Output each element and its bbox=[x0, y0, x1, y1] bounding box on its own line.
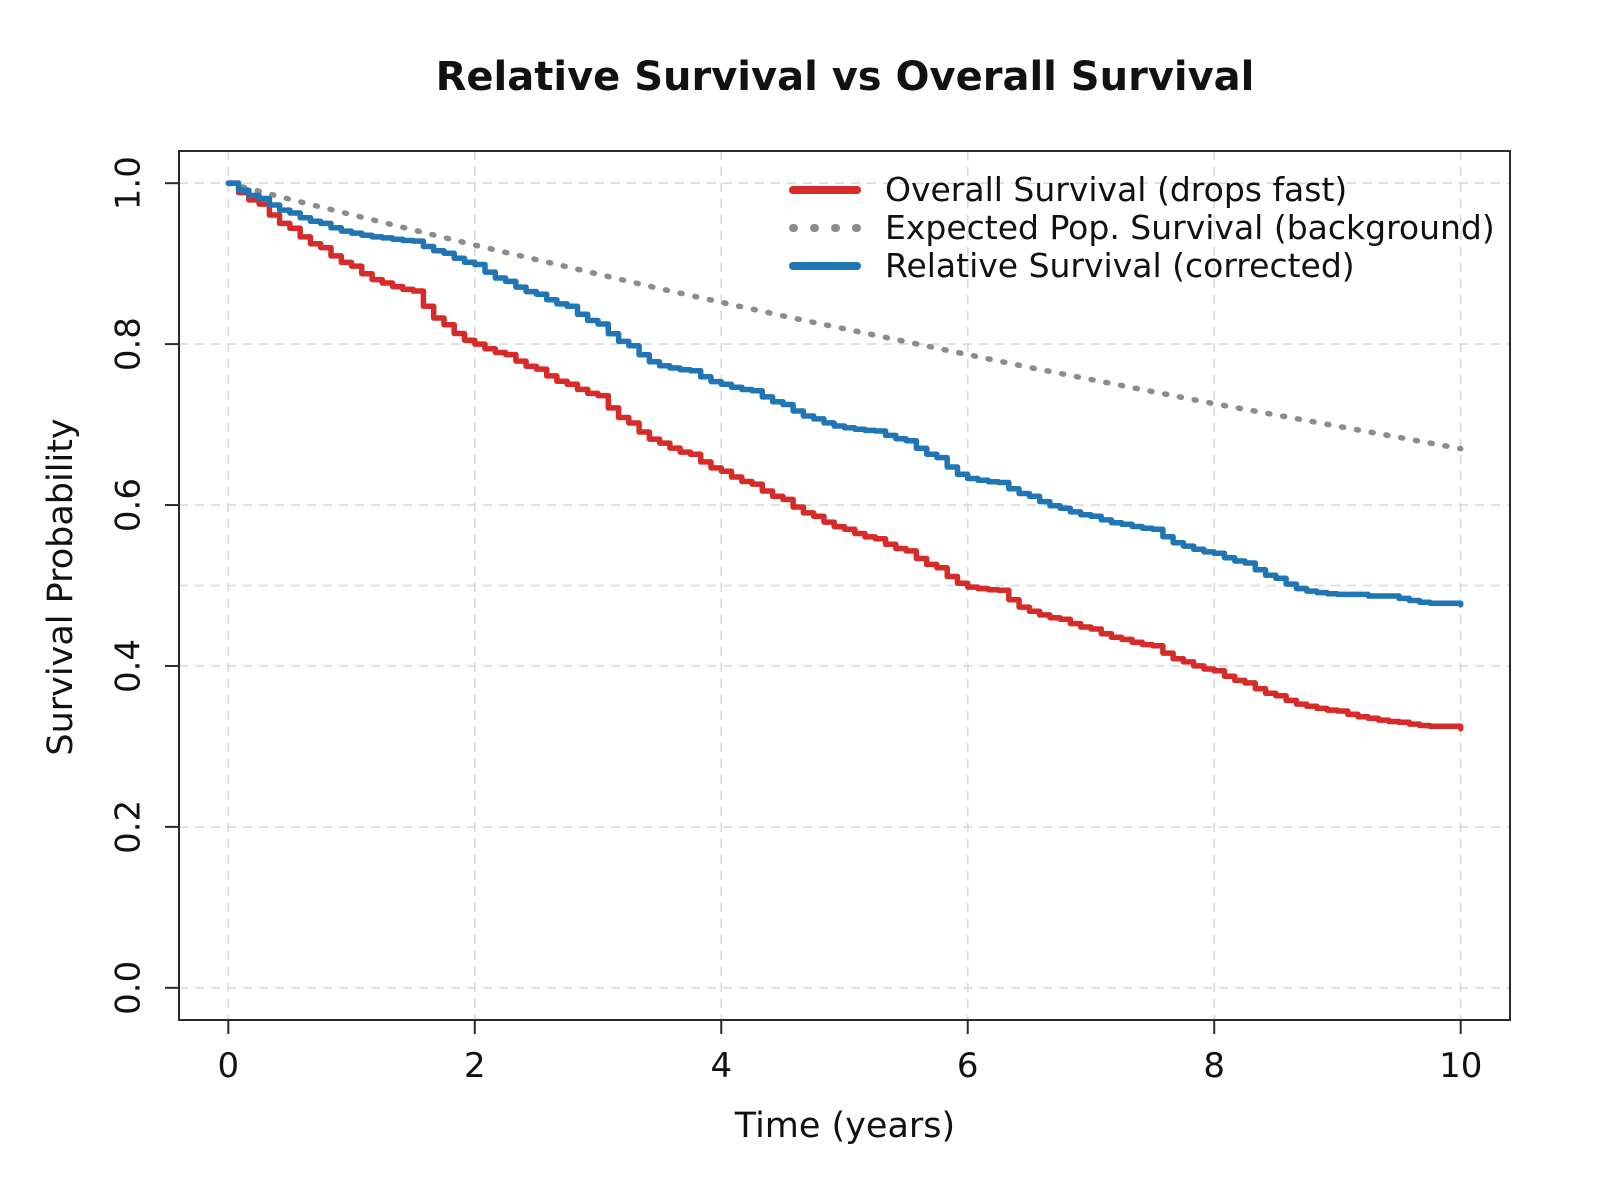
x-tick-label: 6 bbox=[957, 1046, 979, 1086]
x-tick-label: 10 bbox=[1439, 1046, 1482, 1086]
chart-title: Relative Survival vs Overall Survival bbox=[436, 54, 1255, 100]
y-axis-label: Survival Probability bbox=[41, 418, 81, 755]
x-tick-label: 2 bbox=[464, 1046, 486, 1086]
y-tick-label: 1.0 bbox=[109, 156, 149, 210]
x-tick-label: 8 bbox=[1203, 1046, 1225, 1086]
plot-box bbox=[178, 150, 1511, 1021]
relative-survival-corrected-line bbox=[225, 180, 1464, 608]
axis-tick-labels: 0 2 4 6 8 10 0.0 0.2 0.4 0.6 0.8 1.0 bbox=[109, 156, 1483, 1086]
legend-label: Relative Survival (corrected) bbox=[885, 246, 1355, 285]
y-tick-label: 0.6 bbox=[109, 478, 149, 532]
y-tick-label: 0.0 bbox=[109, 961, 149, 1015]
legend-item-expected-pop-survival-background: Expected Pop. Survival (background) bbox=[789, 208, 1495, 247]
expected-pop-survival-background-line bbox=[225, 180, 1464, 452]
legend-item-relative-survival-corrected: Relative Survival (corrected) bbox=[789, 246, 1355, 285]
y-tick-label: 0.4 bbox=[109, 639, 149, 693]
x-axis-label: Time (years) bbox=[734, 1106, 955, 1146]
axis-ticks bbox=[165, 182, 1462, 1034]
overall-survival-drops-fast-line bbox=[225, 180, 1464, 732]
legend-label: Overall Survival (drops fast) bbox=[885, 170, 1347, 209]
x-tick-label: 4 bbox=[710, 1046, 732, 1086]
legend-item-overall-survival-drops-fast: Overall Survival (drops fast) bbox=[789, 170, 1347, 209]
plot-border bbox=[178, 150, 1511, 1021]
legend-label: Expected Pop. Survival (background) bbox=[885, 208, 1495, 247]
x-tick-label: 0 bbox=[217, 1046, 239, 1086]
legend: Overall Survival (drops fast)Expected Po… bbox=[789, 170, 1495, 285]
y-tick-label: 0.8 bbox=[109, 317, 149, 371]
y-tick-label: 0.2 bbox=[109, 800, 149, 854]
gridlines bbox=[179, 151, 1510, 1020]
data-series bbox=[225, 180, 1464, 732]
